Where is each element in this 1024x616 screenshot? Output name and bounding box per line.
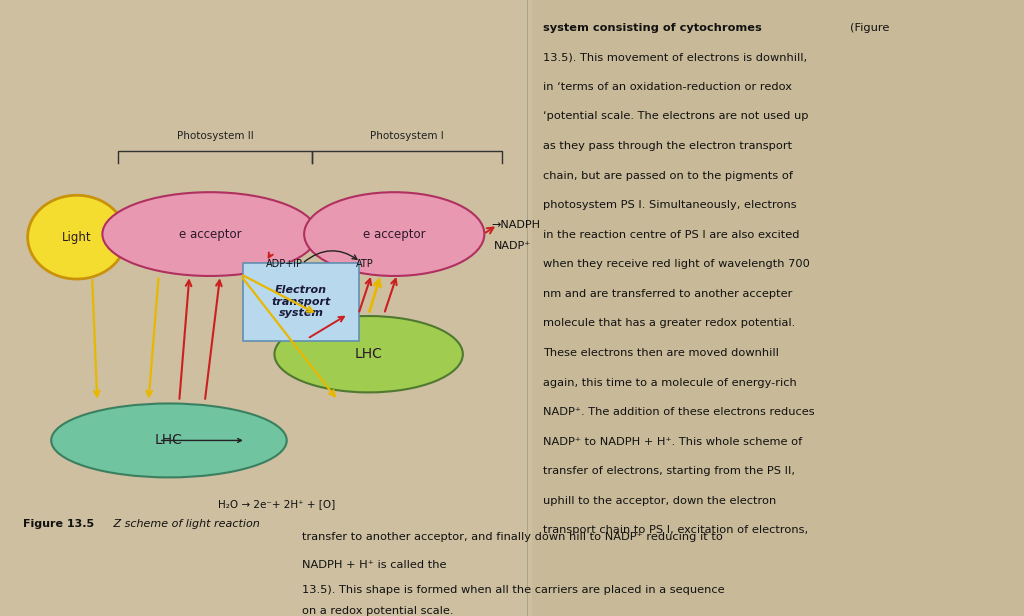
Ellipse shape — [51, 403, 287, 477]
Text: system consisting of cytochromes: system consisting of cytochromes — [543, 23, 766, 33]
Text: nm and are transferred to another accepter: nm and are transferred to another accept… — [543, 289, 793, 299]
Text: NADPH + H⁺ is called the: NADPH + H⁺ is called the — [302, 561, 451, 570]
Text: Electron
transport
system: Electron transport system — [271, 285, 331, 318]
Text: on a redox potential scale.: on a redox potential scale. — [302, 606, 454, 616]
Text: NADP⁺. The addition of these electrons reduces: NADP⁺. The addition of these electrons r… — [543, 407, 814, 417]
Text: molecule that has a greater redox potential.: molecule that has a greater redox potent… — [543, 318, 795, 328]
Text: е acceptor: е acceptor — [362, 227, 426, 241]
Ellipse shape — [274, 316, 463, 392]
Text: photosystem PS I. Simultaneously, electrons: photosystem PS I. Simultaneously, electr… — [543, 200, 797, 210]
FancyBboxPatch shape — [243, 263, 359, 341]
Text: Z scheme of light reaction: Z scheme of light reaction — [110, 519, 259, 529]
Text: 13.5). This movement of electrons is downhill,: 13.5). This movement of electrons is dow… — [543, 52, 807, 62]
Text: Light: Light — [62, 230, 91, 244]
Bar — [532, 0, 1024, 616]
Text: H₂O → 2e⁻+ 2H⁺ + [O]: H₂O → 2e⁻+ 2H⁺ + [O] — [218, 499, 336, 509]
Text: chain, but are passed on to the pigments of: chain, but are passed on to the pigments… — [543, 171, 793, 180]
Text: when they receive red light of wavelength 700: when they receive red light of wavelengt… — [543, 259, 810, 269]
Text: Photosystem I: Photosystem I — [370, 131, 444, 140]
Ellipse shape — [102, 192, 317, 276]
Text: Figure 13.5: Figure 13.5 — [23, 519, 93, 529]
Text: transport chain to PS I, excitation of electrons,: transport chain to PS I, excitation of e… — [543, 525, 808, 535]
Text: 13.5). This shape is formed when all the carriers are placed in a sequence: 13.5). This shape is formed when all the… — [302, 585, 725, 594]
Text: uphill to the acceptor, down the electron: uphill to the acceptor, down the electro… — [543, 496, 776, 506]
Ellipse shape — [304, 192, 484, 276]
Text: LHC: LHC — [354, 347, 383, 361]
Text: again, this time to a molecule of energy-rich: again, this time to a molecule of energy… — [543, 378, 797, 387]
Text: in ‘terms of an oxidation-reduction or redox: in ‘terms of an oxidation-reduction or r… — [543, 82, 792, 92]
Text: ‘potential scale. The electrons are not used up: ‘potential scale. The electrons are not … — [543, 111, 808, 121]
Text: ATP: ATP — [356, 259, 374, 269]
Text: NADP⁺: NADP⁺ — [494, 241, 530, 251]
Text: Photosystem II: Photosystem II — [177, 131, 253, 140]
Text: transfer of electrons, starting from the PS II,: transfer of electrons, starting from the… — [543, 466, 795, 476]
Text: These electrons then are moved downhill: These electrons then are moved downhill — [543, 348, 778, 358]
Bar — [0, 0, 532, 616]
Text: е acceptor: е acceptor — [178, 227, 242, 241]
Text: in the reaction centre of PS I are also excited: in the reaction centre of PS I are also … — [543, 230, 799, 240]
Text: LHC: LHC — [155, 434, 183, 447]
Text: ADP+iP: ADP+iP — [266, 259, 303, 269]
Text: →NADPH: →NADPH — [492, 220, 541, 230]
Text: as they pass through the electron transport: as they pass through the electron transp… — [543, 141, 792, 151]
Text: transfer to another acceptor, and finally down hill to NADP⁺ reducing it to: transfer to another acceptor, and finall… — [302, 532, 723, 542]
Text: NADP⁺ to NADPH + H⁺. This whole scheme of: NADP⁺ to NADPH + H⁺. This whole scheme o… — [543, 437, 802, 447]
Text: (Figure: (Figure — [850, 23, 889, 33]
Ellipse shape — [28, 195, 126, 279]
